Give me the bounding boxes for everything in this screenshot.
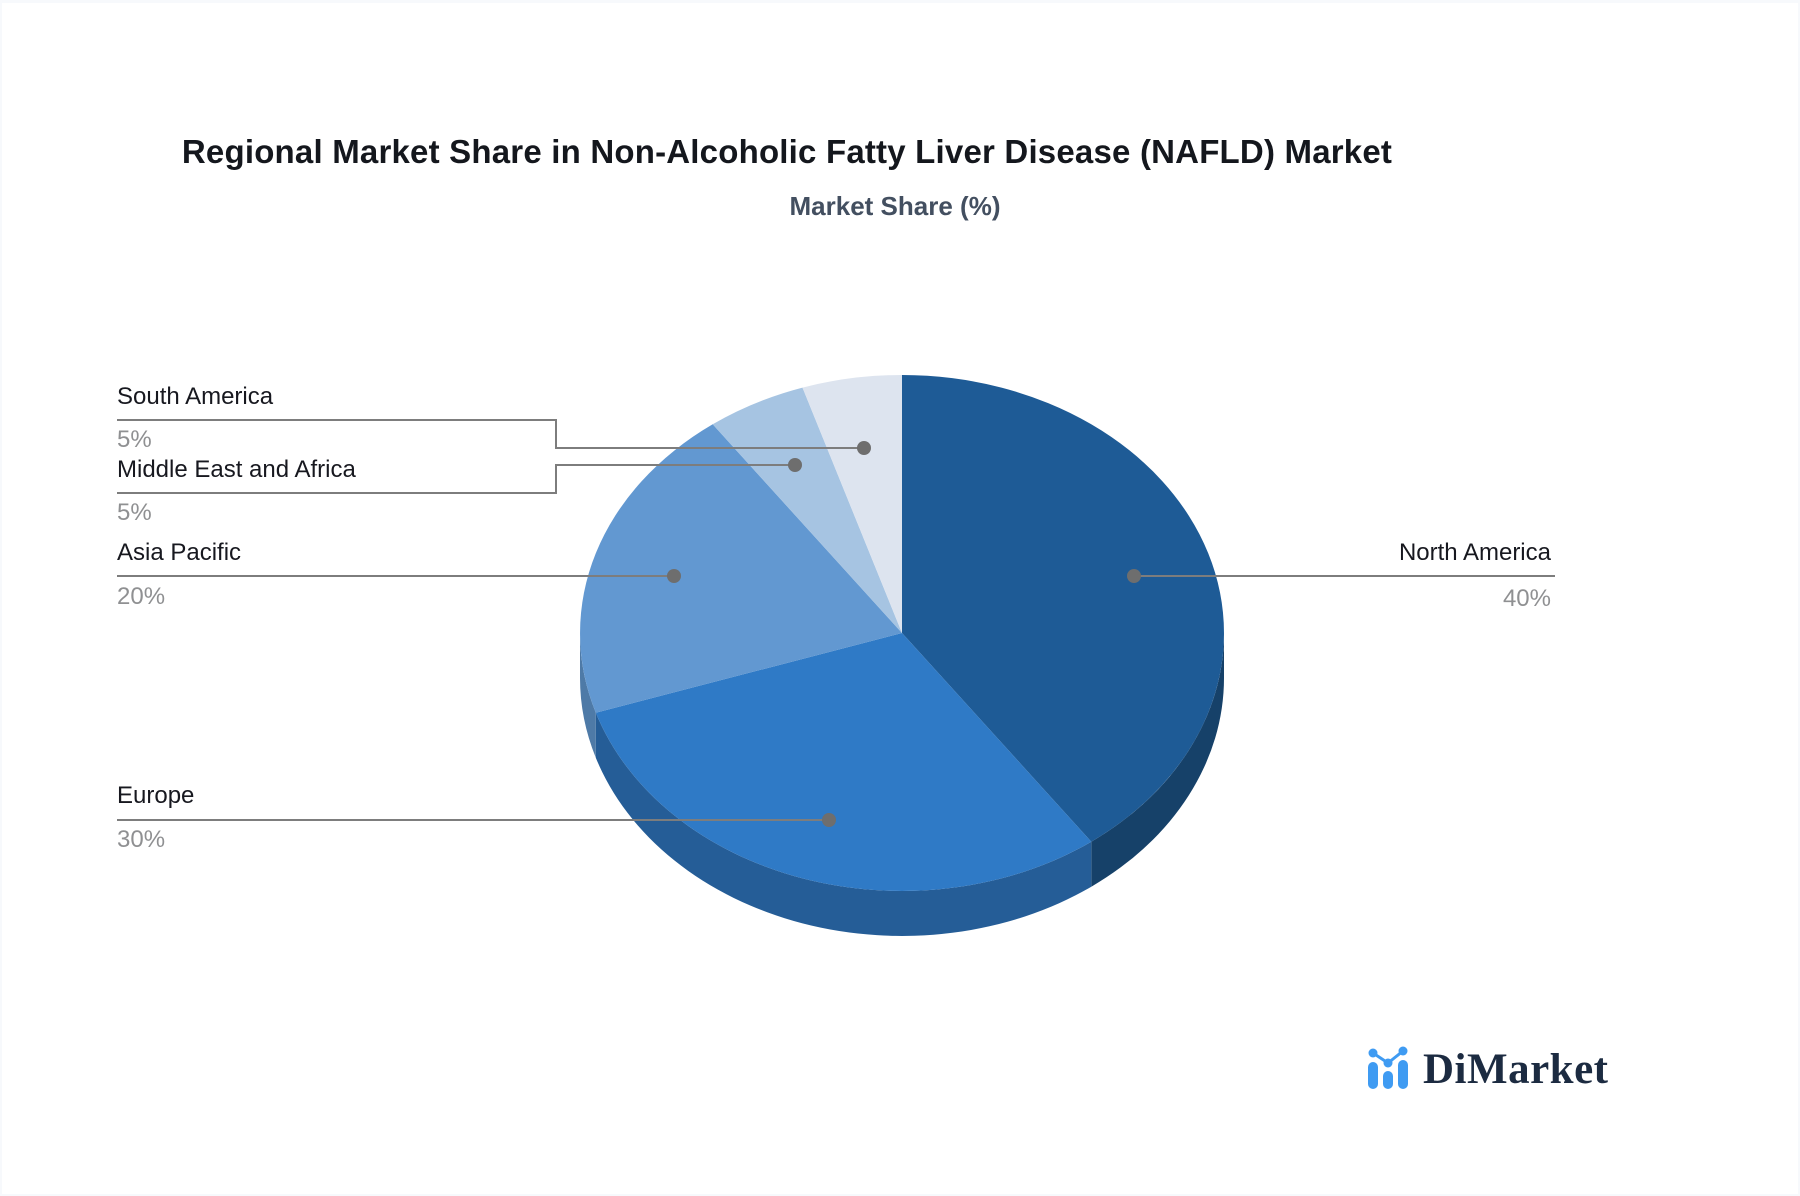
callout-value-north-america: 40%: [1503, 585, 1551, 613]
slice-value: 40%: [1502, 585, 1551, 612]
slice-label: North America: [1398, 539, 1551, 566]
pie-slice-south-america[interactable]: [802, 375, 903, 633]
callout-dot-asia-pacific: [667, 569, 681, 583]
dimarket-logo: DiMarket: [1366, 1045, 1609, 1094]
callout-value-europe: 30%: [117, 826, 165, 854]
callout-value-south-america: 5%: [117, 426, 152, 454]
pie-slice-asia-pacific[interactable]: [580, 424, 902, 713]
pie-slice-side-asia-pacific: [580, 633, 596, 758]
callout-dot-north-america: [1127, 569, 1141, 583]
callout-line-south-america: [117, 419, 864, 449]
callout-dot-europe: [822, 813, 836, 827]
slice-value: 20%: [117, 583, 166, 610]
slice-label: Middle East and Africa: [117, 456, 356, 483]
dimarket-logo-icon: [1368, 1046, 1408, 1089]
slice-value: 5%: [117, 499, 152, 526]
callout-label-middle-east-and-africa: Middle East and Africa: [117, 456, 356, 484]
pie-3d-sides: [580, 633, 1224, 936]
chart-title: Regional Market Share in Non-Alcoholic F…: [181, 133, 1393, 170]
pie-slices: [580, 375, 1224, 891]
pie-slice-europe[interactable]: [595, 633, 1092, 891]
callout-label-south-america: South America: [117, 383, 273, 411]
dimarket-logo-text: DiMarket: [1423, 1046, 1609, 1093]
pie-slice-side-north-america: [1091, 633, 1224, 887]
callout-lines: [117, 419, 1555, 821]
slice-value: 30%: [117, 826, 166, 853]
callout-dot-middle-east-and-africa: [788, 458, 802, 472]
callout-dots: [667, 441, 1141, 827]
slice-value: 5%: [117, 426, 152, 453]
slice-label: Europe: [117, 782, 195, 809]
callout-value-asia-pacific: 20%: [117, 583, 165, 611]
pie-chart: [117, 375, 1555, 936]
pie-slice-side-europe: [595, 712, 1092, 936]
callout-label-north-america: North America: [1399, 539, 1551, 567]
callout-label-europe: Europe: [117, 782, 194, 810]
slice-label: Asia Pacific: [117, 539, 242, 566]
pie-slice-north-america[interactable]: [902, 375, 1224, 842]
callout-label-asia-pacific: Asia Pacific: [117, 539, 241, 567]
callout-line-middle-east-and-africa: [117, 464, 795, 494]
callout-value-middle-east-and-africa: 5%: [117, 499, 152, 527]
chart-subtitle: Market Share (%): [789, 191, 1001, 221]
callout-dot-south-america: [857, 441, 871, 455]
slice-label: South America: [117, 383, 274, 410]
